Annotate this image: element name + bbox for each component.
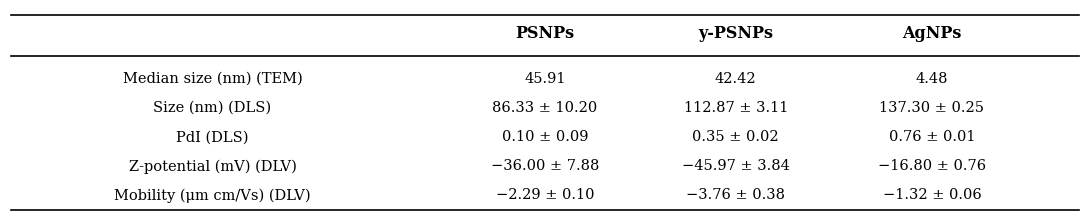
Text: −16.80 ± 0.76: −16.80 ± 0.76: [877, 159, 986, 173]
Text: Mobility (μm cm/Vs) (DLV): Mobility (μm cm/Vs) (DLV): [114, 188, 311, 203]
Text: 137.30 ± 0.25: 137.30 ± 0.25: [880, 101, 984, 115]
Text: −3.76 ± 0.38: −3.76 ± 0.38: [687, 189, 785, 202]
Text: 0.10 ± 0.09: 0.10 ± 0.09: [501, 130, 589, 144]
Text: Z-potential (mV) (DLV): Z-potential (mV) (DLV): [129, 159, 296, 173]
Text: −36.00 ± 7.88: −36.00 ± 7.88: [490, 159, 600, 173]
Text: 86.33 ± 10.20: 86.33 ± 10.20: [493, 101, 597, 115]
Text: 4.48: 4.48: [916, 72, 948, 86]
Text: PdI (DLS): PdI (DLS): [177, 130, 249, 144]
Text: Median size (nm) (TEM): Median size (nm) (TEM): [123, 72, 302, 86]
Text: AgNPs: AgNPs: [903, 25, 961, 42]
Text: −1.32 ± 0.06: −1.32 ± 0.06: [883, 189, 981, 202]
Text: 45.91: 45.91: [524, 72, 566, 86]
Text: 112.87 ± 3.11: 112.87 ± 3.11: [683, 101, 788, 115]
Text: PSNPs: PSNPs: [516, 25, 574, 42]
Text: 0.35 ± 0.02: 0.35 ± 0.02: [692, 130, 779, 144]
Text: Size (nm) (DLS): Size (nm) (DLS): [154, 101, 271, 115]
Text: y-PSNPs: y-PSNPs: [699, 25, 773, 42]
Text: 0.76 ± 0.01: 0.76 ± 0.01: [888, 130, 976, 144]
Text: −2.29 ± 0.10: −2.29 ± 0.10: [496, 189, 594, 202]
Text: 42.42: 42.42: [715, 72, 756, 86]
Text: −45.97 ± 3.84: −45.97 ± 3.84: [682, 159, 789, 173]
